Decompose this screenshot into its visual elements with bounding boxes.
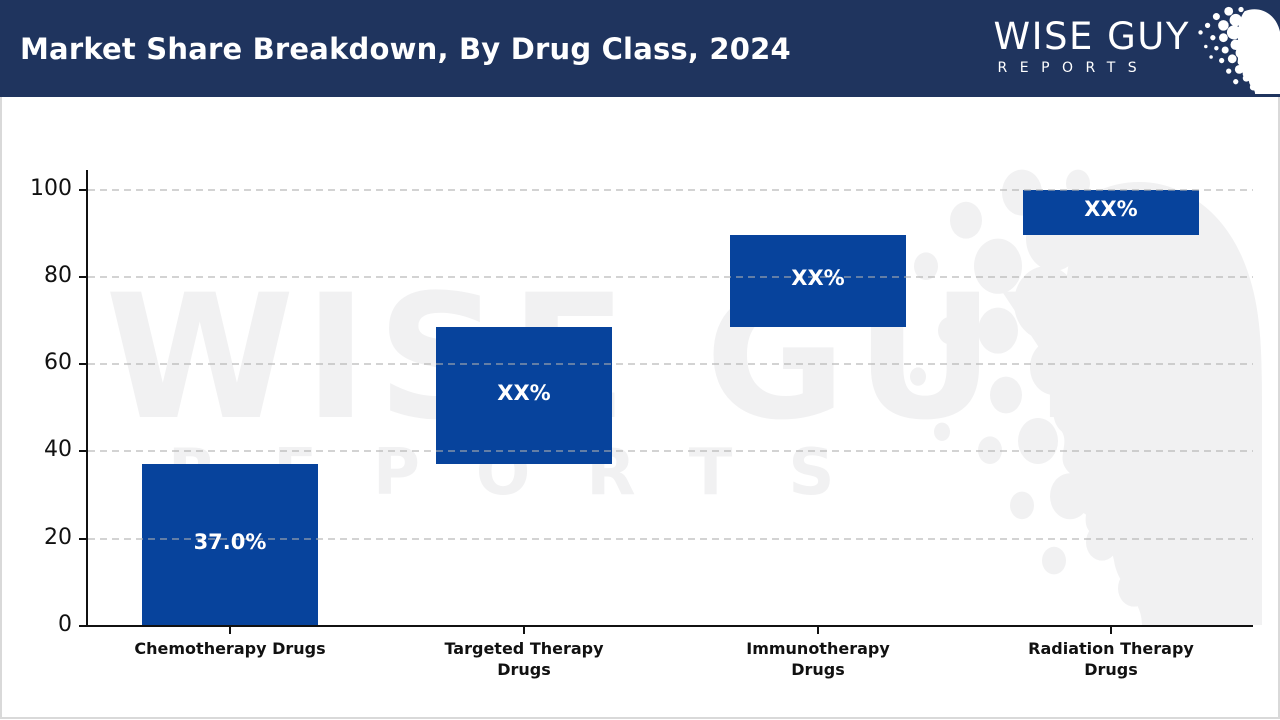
gridline-20 xyxy=(88,537,1253,540)
x-tick-mark-chemotherapy-drugs xyxy=(229,627,231,634)
y-tick-label-0: 0 xyxy=(58,612,72,637)
logo-subtitle: REPORTS xyxy=(997,60,1150,76)
y-tick-mark-80 xyxy=(79,275,87,278)
y-tick-label-60: 60 xyxy=(44,350,72,376)
y-tick-mark-40 xyxy=(79,450,87,453)
dotted-head-profile-icon xyxy=(1198,6,1280,94)
gridline-60 xyxy=(88,363,1253,366)
page-title: Market Share Breakdown, By Drug Class, 2… xyxy=(20,31,791,66)
y-tick-mark-100 xyxy=(79,188,87,191)
bar-chemotherapy-drugs xyxy=(142,464,318,626)
logo-wordmark: WISE GUY xyxy=(993,15,1190,58)
y-tick-label-80: 80 xyxy=(44,262,72,288)
bar-value-label-radiation-therapy-drugs: XX% xyxy=(1084,197,1138,222)
x-category-label-line: Drugs xyxy=(1084,660,1138,679)
bar-value-label-chemotherapy-drugs: 37.0% xyxy=(193,530,267,555)
gridline-100 xyxy=(88,188,1253,191)
x-category-label-line: Immunotherapy xyxy=(746,639,890,658)
bar-value-label-targeted-therapy-drugs: XX% xyxy=(497,380,551,405)
y-tick-label-100: 100 xyxy=(30,175,72,201)
y-tick-mark-0 xyxy=(79,625,87,627)
header-bar: Market Share Breakdown, By Drug Class, 2… xyxy=(0,0,1280,97)
bar-immunotherapy-drugs xyxy=(730,235,906,327)
x-tick-mark-immunotherapy-drugs xyxy=(817,627,819,634)
bar-value-label-immunotherapy-drugs: XX% xyxy=(791,266,845,291)
x-axis-spine xyxy=(86,625,1253,627)
y-tick-label-40: 40 xyxy=(44,437,72,463)
x-category-label-line: Drugs xyxy=(791,660,845,679)
x-category-label-line: Chemotherapy Drugs xyxy=(134,639,326,658)
gridline-40 xyxy=(88,450,1253,453)
y-tick-label-20: 20 xyxy=(44,524,72,550)
y-axis-spine xyxy=(86,170,88,627)
gridline-80 xyxy=(88,275,1253,278)
x-category-label-immunotherapy-drugs: Immunotherapy Drugs xyxy=(688,638,948,680)
x-tick-mark-targeted-therapy-drugs xyxy=(523,627,525,634)
y-tick-mark-60 xyxy=(79,363,87,366)
x-category-label-line: Radiation Therapy xyxy=(1028,639,1194,658)
x-category-label-radiation-therapy-drugs: Radiation Therapy Drugs xyxy=(981,638,1241,680)
x-tick-mark-radiation-therapy-drugs xyxy=(1110,627,1112,634)
wise-guy-reports-logo: WISE GUY REPORTS xyxy=(994,0,1280,97)
logo-text: WISE GUY REPORTS xyxy=(993,15,1190,77)
x-category-label-targeted-therapy-drugs: Targeted Therapy Drugs xyxy=(394,638,654,680)
x-category-label-line: Drugs xyxy=(497,660,551,679)
bar-targeted-therapy-drugs xyxy=(436,326,612,465)
y-tick-mark-20 xyxy=(79,537,87,540)
x-category-label-line: Targeted Therapy xyxy=(444,639,604,658)
x-category-label-chemotherapy-drugs: Chemotherapy Drugs xyxy=(100,638,360,659)
